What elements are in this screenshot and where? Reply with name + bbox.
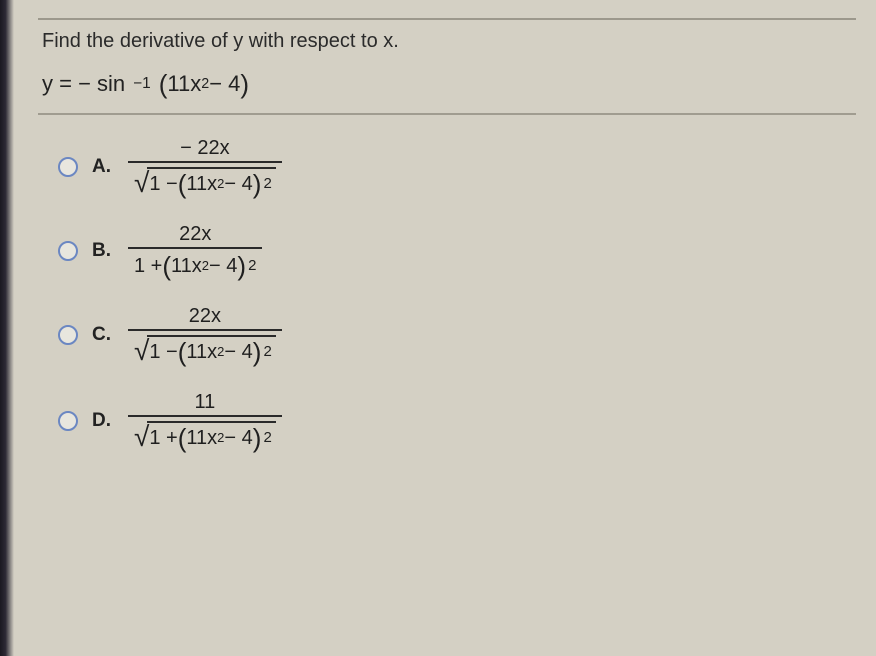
option-d-denominator: √ 1 + ( 11x2 − 4 ) 2: [128, 417, 282, 451]
option-a-denominator: √ 1 − ( 11x2 − 4 ) 2: [128, 163, 282, 197]
option-c-numerator: 22x: [183, 305, 227, 329]
radio-c[interactable]: [58, 325, 78, 345]
paren-open: (: [159, 71, 168, 97]
equation-lhs: y = − sin: [42, 71, 125, 97]
denom-prefix: 1 +: [134, 255, 162, 277]
radical-sign: √: [134, 169, 149, 199]
outer-exp: 2: [248, 258, 256, 275]
option-d-numerator: 11: [189, 391, 222, 415]
denom-prefix: 1 −: [149, 173, 177, 195]
option-b-numerator: 22x: [173, 223, 217, 247]
option-b-expression: 22x 1 + ( 11x2 − 4 ) 2: [128, 223, 262, 279]
option-c-letter: C.: [92, 324, 114, 346]
option-b-denominator: 1 + ( 11x2 − 4 ) 2: [128, 249, 262, 279]
denom-tail: − 4: [224, 341, 252, 363]
denom-inner: 11x: [186, 427, 217, 449]
radicand: 1 − ( 11x2 − 4 ) 2: [147, 167, 275, 197]
denom-inner: 11x: [171, 255, 202, 277]
outer-exp: 2: [263, 176, 271, 193]
question-text: Find the derivative of y with respect to…: [42, 30, 876, 53]
arg-exp: 2: [201, 76, 209, 92]
option-c[interactable]: C. 22x √ 1 − ( 11x2 − 4 ): [58, 305, 876, 365]
denom-inner: 11x: [186, 341, 217, 363]
outer-exp: 2: [263, 344, 271, 361]
denom-tail: − 4: [224, 173, 252, 195]
section-divider: [38, 113, 856, 115]
radical-sign: √: [134, 423, 149, 453]
equation-exponent: −1: [133, 75, 151, 93]
radicand: 1 + ( 11x2 − 4 ) 2: [147, 421, 275, 451]
denom-exp: 2: [217, 345, 224, 359]
denom-prefix: 1 −: [149, 341, 177, 363]
option-a-numerator: − 22x: [174, 137, 235, 161]
denom-inner: 11x: [186, 173, 217, 195]
sqrt-icon: √ 1 − ( 11x2 − 4 ) 2: [134, 167, 276, 197]
arg-inner: 11x: [167, 71, 201, 97]
option-c-expression: 22x √ 1 − ( 11x2 − 4 ) 2: [128, 305, 282, 365]
option-d-letter: D.: [92, 410, 114, 432]
option-d[interactable]: D. 11 √ 1 + ( 11x2 − 4 ): [58, 391, 876, 451]
option-b[interactable]: B. 22x 1 + ( 11x2 − 4 ) 2: [58, 223, 876, 279]
outer-exp: 2: [263, 430, 271, 447]
sqrt-icon: √ 1 + ( 11x2 − 4 ) 2: [134, 421, 276, 451]
radio-a[interactable]: [58, 157, 78, 177]
option-d-expression: 11 √ 1 + ( 11x2 − 4 ) 2: [128, 391, 282, 451]
denom-prefix: 1 +: [149, 427, 177, 449]
option-b-letter: B.: [92, 240, 114, 262]
top-divider: [38, 18, 856, 20]
denom-tail: − 4: [224, 427, 252, 449]
denom-exp: 2: [217, 177, 224, 191]
options-list: A. − 22x √ 1 − ( 11x2 − 4 ): [58, 137, 876, 451]
option-a-expression: − 22x √ 1 − ( 11x2 − 4 ) 2: [128, 137, 282, 197]
radio-b[interactable]: [58, 241, 78, 261]
sqrt-icon: √ 1 − ( 11x2 − 4 ) 2: [134, 335, 276, 365]
question-panel: Find the derivative of y with respect to…: [0, 0, 876, 451]
denom-exp: 2: [202, 259, 209, 273]
denom-exp: 2: [217, 431, 224, 445]
radical-sign: √: [134, 337, 149, 367]
option-a[interactable]: A. − 22x √ 1 − ( 11x2 − 4 ): [58, 137, 876, 197]
paren-close: ): [240, 71, 249, 97]
equation-arg: ( 11x2 − 4 ): [159, 71, 249, 97]
radicand: 1 − ( 11x2 − 4 ) 2: [147, 335, 275, 365]
radio-d[interactable]: [58, 411, 78, 431]
equation: y = − sin −1 ( 11x2 − 4 ): [42, 71, 876, 97]
denom-tail: − 4: [209, 255, 237, 277]
option-c-denominator: √ 1 − ( 11x2 − 4 ) 2: [128, 331, 282, 365]
option-a-letter: A.: [92, 156, 114, 178]
arg-tail: − 4: [209, 71, 240, 97]
left-shadow: [0, 0, 14, 656]
